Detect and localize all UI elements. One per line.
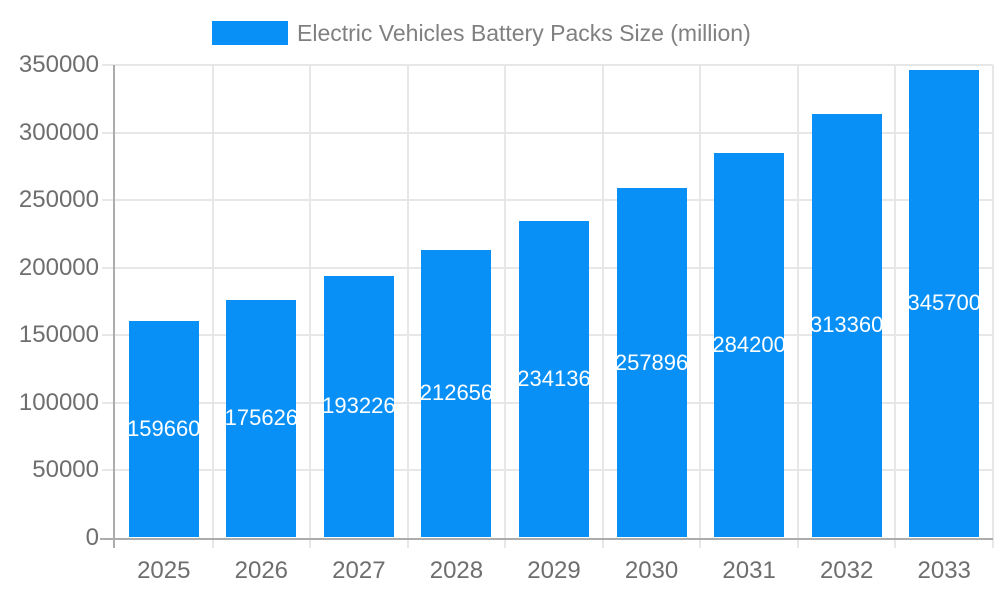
x-tick-label-2032: 2032	[819, 557, 874, 584]
bar-value-label: 159660	[128, 416, 199, 442]
v-gridline	[504, 65, 507, 548]
x-tick-label-2029: 2029	[527, 557, 581, 584]
x-tick-label-2025: 2025	[137, 557, 191, 584]
h-gridline	[102, 64, 993, 66]
legend-label: Electric Vehicles Battery Packs Size (mi…	[297, 20, 751, 46]
y-tick-label: 350000	[18, 51, 99, 78]
v-gridline	[601, 65, 604, 548]
h-gridline	[102, 131, 993, 134]
bar-2031[interactable]: 284200	[714, 152, 785, 537]
y-tick-label: 200000	[18, 253, 99, 281]
v-gridline	[796, 65, 799, 548]
bar-value-label: 313360	[811, 312, 882, 338]
y-axis-line	[113, 65, 115, 548]
bar-2026[interactable]: 175626	[226, 299, 297, 537]
v-gridline	[894, 65, 897, 548]
y-tick-label: 100000	[18, 388, 99, 416]
y-tick-label: 0	[85, 524, 99, 551]
x-tick-label-2033: 2033	[917, 557, 971, 584]
bar-value-label: 345700	[909, 290, 980, 316]
x-tick-label-2031: 2031	[722, 557, 776, 584]
x-axis-line	[100, 538, 993, 540]
x-tick-label-2026: 2026	[234, 557, 289, 584]
legend-swatch-icon	[212, 21, 288, 45]
x-tick-label-2027: 2027	[332, 557, 386, 584]
y-tick-label: 300000	[18, 118, 99, 146]
y-tick-label: 50000	[32, 456, 99, 484]
bar-value-label: 234136	[519, 365, 589, 391]
x-tick-label-2030: 2030	[624, 557, 679, 584]
v-gridline	[211, 65, 214, 548]
bar-value-label: 212656	[421, 380, 492, 406]
bar-value-label: 257896	[616, 349, 687, 375]
bar-2029[interactable]: 234136	[519, 220, 589, 537]
v-gridline	[699, 65, 702, 548]
bar-2032[interactable]: 313360	[811, 113, 882, 537]
v-gridline	[406, 65, 409, 548]
plot-area: 159660 175626 193226 212656 234136 257896 2842…	[100, 64, 994, 548]
bar-2028[interactable]: 212656	[421, 249, 492, 537]
bar-2027[interactable]: 193226	[323, 275, 394, 537]
bar-value-label: 284200	[714, 331, 785, 357]
h-gridline	[102, 199, 993, 202]
v-gridline	[309, 65, 312, 548]
x-tick-label-2028: 2028	[429, 557, 484, 584]
legend-item[interactable]: Electric Vehicles Battery Packs Size (mi…	[212, 19, 751, 47]
bar-2033[interactable]: 345700	[909, 69, 980, 537]
bar-value-label: 193226	[323, 393, 394, 419]
v-gridline	[992, 65, 994, 548]
y-tick-label: 150000	[18, 321, 99, 349]
bar-2030[interactable]: 257896	[616, 188, 687, 537]
bar-2025[interactable]: 159660	[128, 321, 199, 537]
bar-value-label: 175626	[226, 405, 297, 431]
y-tick-label: 250000	[18, 186, 99, 214]
